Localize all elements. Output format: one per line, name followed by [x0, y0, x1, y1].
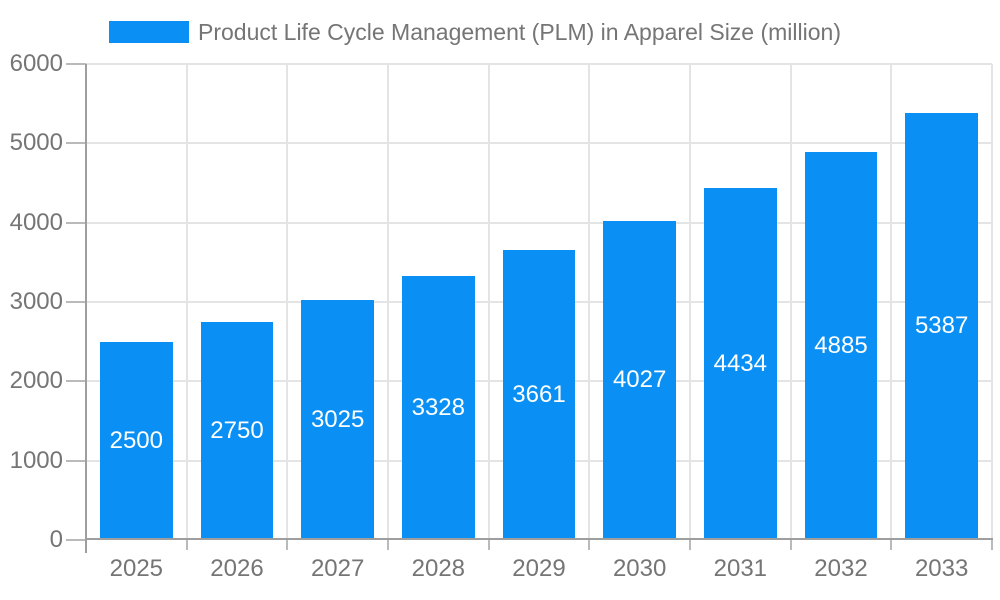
- y-axis-label: 0: [49, 526, 63, 553]
- y-axis-label: 5000: [9, 129, 63, 157]
- bar: 3025: [301, 300, 374, 540]
- x-tick-label: 2025: [109, 555, 164, 582]
- bar: 5387: [905, 112, 978, 540]
- bar: 4885: [804, 152, 878, 540]
- x-axis-tick: [387, 540, 389, 550]
- bar: 3328: [402, 275, 475, 540]
- y-axis-tick: [66, 459, 86, 462]
- grid-v-line: [387, 64, 389, 540]
- grid-v-line: [689, 64, 691, 540]
- x-axis-tick: [487, 540, 490, 550]
- grid-v-line: [991, 64, 993, 540]
- bar: 3661: [502, 249, 576, 540]
- x-tick-label: 2029: [512, 555, 566, 582]
- x-axis-line: [85, 538, 993, 540]
- y-axis-label: 2000: [9, 367, 63, 395]
- x-axis-tick: [991, 540, 993, 550]
- grid-h-line: [86, 221, 992, 224]
- y-axis-tick: [66, 221, 86, 224]
- x-tick-label: 2032: [814, 555, 868, 582]
- bar: 4434: [704, 188, 777, 540]
- grid-v-line: [286, 64, 289, 540]
- x-tick-label: 2033: [914, 555, 969, 582]
- y-axis-label: 3000: [9, 288, 63, 315]
- bar: 2500: [100, 341, 173, 540]
- y-axis-line: [85, 64, 87, 553]
- grid-v-line: [487, 64, 490, 540]
- x-axis-tick: [286, 540, 289, 550]
- x-axis-tick: [588, 540, 591, 550]
- grid-h-line: [86, 142, 992, 145]
- grid-v-line: [185, 64, 188, 540]
- x-tick-label: 2027: [310, 555, 365, 582]
- x-axis-tick: [890, 540, 893, 550]
- x-tick-label: 2026: [210, 555, 264, 582]
- bar-value-label: 5387: [914, 312, 969, 340]
- bar-value-label: 3328: [411, 393, 465, 421]
- chart-legend[interactable]: Product Life Cycle Management (PLM) in A…: [109, 18, 841, 46]
- y-axis-tick: [66, 301, 86, 303]
- bar-value-label: 4027: [612, 366, 667, 394]
- bar-value-label: 2750: [210, 416, 264, 444]
- grid-v-line: [789, 64, 792, 540]
- y-axis-tick: [66, 142, 86, 145]
- x-axis-tick: [185, 540, 188, 550]
- y-axis-tick: [66, 539, 86, 541]
- bar-value-label: 2500: [109, 426, 163, 454]
- grid-v-line: [890, 64, 893, 540]
- bar-value-label: 3025: [310, 406, 365, 433]
- legend-label: Product Life Cycle Management (PLM) in A…: [198, 18, 841, 45]
- y-axis-label: 1000: [9, 446, 63, 474]
- grid-h-line: [86, 63, 992, 65]
- x-tick-label: 2031: [713, 555, 768, 582]
- legend-swatch: [109, 21, 189, 43]
- y-axis-label: 4000: [9, 208, 63, 236]
- grid-v-line: [588, 64, 591, 540]
- x-tick-label: 2028: [411, 555, 466, 582]
- bar: 2750: [200, 321, 274, 540]
- bar-value-label: 4434: [713, 350, 767, 378]
- bar-value-label: 4885: [814, 332, 868, 360]
- x-axis-tick: [689, 540, 691, 550]
- x-axis-tick: [789, 540, 792, 550]
- y-axis-tick: [66, 380, 86, 383]
- bar: 4027: [603, 220, 676, 540]
- y-axis-tick: [66, 63, 86, 65]
- y-axis-label: 6000: [9, 50, 63, 77]
- bar-value-label: 3661: [512, 380, 566, 408]
- x-tick-label: 2030: [612, 555, 667, 582]
